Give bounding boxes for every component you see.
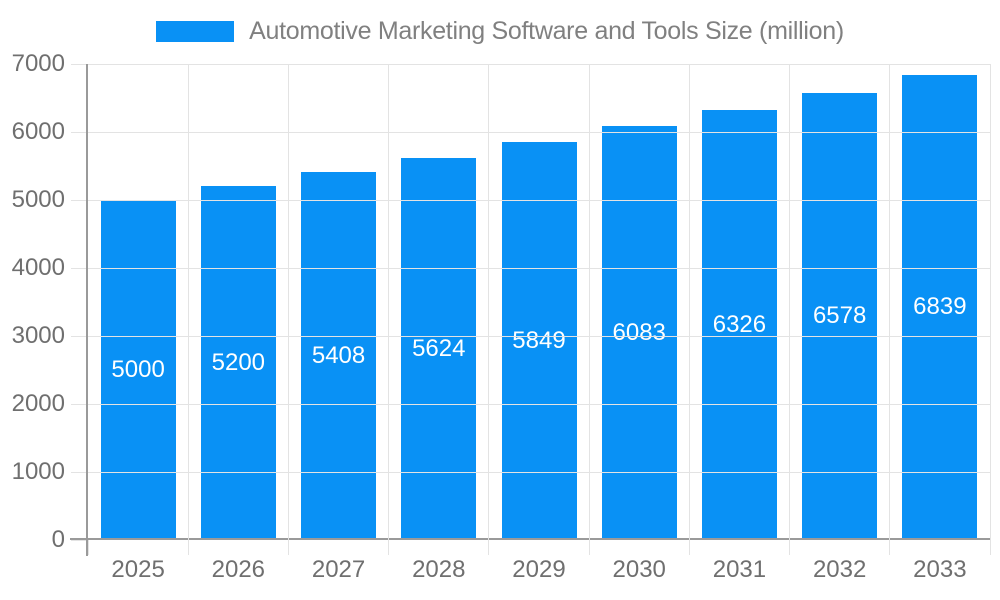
y-tick-label: 2000 (11, 390, 65, 417)
y-tick-mark (71, 131, 86, 133)
y-tick-label: 7000 (11, 50, 65, 77)
x-tick-label: 2032 (812, 556, 867, 583)
y-tick-mark (71, 539, 86, 541)
x-tick-label: 2027 (311, 556, 366, 583)
x-tick-label: 2030 (612, 556, 666, 583)
x-tick-label: 2031 (712, 556, 767, 583)
x-tick-label: 2025 (111, 556, 165, 583)
y-tick-label: 1000 (11, 458, 65, 485)
y-tick-mark (71, 63, 86, 65)
grid-line-v (588, 64, 590, 540)
bar-value-label: 5624 (412, 334, 466, 362)
grid-line-v (688, 64, 690, 540)
grid-line-v (488, 64, 490, 540)
grid-line-v (989, 64, 991, 540)
bar: 6839 (902, 74, 978, 540)
y-tick-label: 3000 (11, 322, 65, 349)
y-tick-label: 6000 (11, 118, 65, 145)
grid-line-h (88, 335, 990, 337)
y-tick-label: 0 (51, 526, 65, 553)
x-tick-mark (989, 540, 991, 555)
x-tick-mark (889, 540, 891, 555)
grid-line-v (889, 64, 891, 540)
y-tick-label: 5000 (11, 186, 65, 213)
grid-line-v (287, 64, 289, 540)
y-tick-mark (71, 335, 86, 337)
y-tick-mark (71, 471, 86, 473)
y-tick-mark (71, 267, 86, 269)
grid-line-h (88, 403, 990, 405)
y-tick-label: 4000 (11, 254, 65, 281)
chart-title: Automotive Marketing Software and Tools … (249, 16, 844, 45)
x-tick-mark (588, 540, 590, 555)
bar-value-label: 6083 (612, 319, 666, 347)
bar-value-label: 6326 (712, 310, 767, 338)
bar-value-label: 6578 (812, 302, 867, 330)
grid-line-h (88, 267, 990, 269)
bar: 5624 (401, 157, 477, 540)
x-tick-mark (287, 540, 289, 555)
grid-line-h (88, 63, 990, 65)
grid-line-h (88, 131, 990, 133)
bar-value-label: 5408 (311, 342, 366, 370)
x-tick-mark (388, 540, 390, 555)
legend-swatch (156, 20, 235, 42)
grid-line-v (789, 64, 791, 540)
x-tick-mark (688, 540, 690, 555)
bar: 5849 (501, 142, 577, 540)
bar: 5200 (200, 186, 276, 540)
grid-line-h (88, 471, 990, 473)
y-tick-mark (71, 403, 86, 405)
grid-line-h (88, 199, 990, 201)
x-tick-mark (789, 540, 791, 555)
y-tick-mark (71, 199, 86, 201)
x-tick-label: 2028 (412, 556, 466, 583)
x-tick-mark (488, 540, 490, 555)
x-tick-mark (87, 540, 89, 555)
bar: 6326 (701, 109, 777, 540)
bar: 6578 (802, 92, 878, 540)
bar: 6083 (601, 126, 677, 540)
chart-legend[interactable]: Automotive Marketing Software and Tools … (0, 12, 1000, 50)
y-axis-line (86, 64, 88, 556)
bar-value-label: 5000 (111, 356, 165, 383)
bar-value-label: 5849 (512, 327, 566, 355)
bar-value-label: 6839 (913, 293, 967, 321)
x-tick-label: 2026 (211, 556, 266, 583)
x-tick-mark (187, 540, 189, 555)
x-tick-label: 2029 (512, 556, 566, 583)
grid-line-v (388, 64, 390, 540)
plot-area: 5000 5200 5408 5624 5849 6083 6326 6578 6839 (88, 64, 990, 540)
bar-value-label: 5200 (211, 349, 266, 377)
bar: 5000 (100, 200, 176, 540)
bar: 5408 (301, 172, 377, 540)
x-axis-line (70, 538, 990, 540)
x-tick-label: 2033 (913, 556, 967, 583)
grid-line-v (187, 64, 189, 540)
